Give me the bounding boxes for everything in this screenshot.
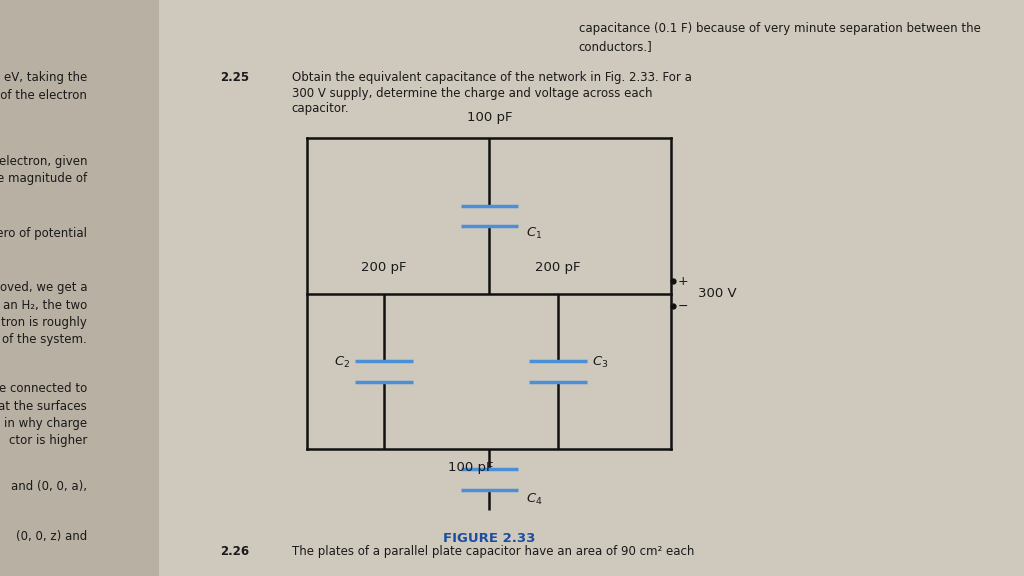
Text: +: +: [678, 275, 688, 287]
Text: 300 V supply, determine the charge and voltage across each: 300 V supply, determine the charge and v…: [292, 87, 652, 100]
Text: and (0, 0, a),: and (0, 0, a),: [11, 480, 87, 493]
Text: e magnitude of: e magnitude of: [0, 172, 87, 185]
Text: 2.25: 2.25: [220, 71, 249, 84]
Text: conductors.]: conductors.]: [579, 40, 652, 52]
Text: C$_4$: C$_4$: [526, 492, 543, 507]
Text: C$_2$: C$_2$: [334, 355, 350, 370]
Text: e connected to: e connected to: [0, 382, 87, 395]
Text: 200 pF: 200 pF: [536, 260, 581, 274]
Text: capacitor.: capacitor.: [292, 103, 349, 115]
Text: eV, taking the: eV, taking the: [4, 71, 87, 84]
Text: zero of potential: zero of potential: [0, 227, 87, 240]
Text: 100 pF: 100 pF: [467, 111, 512, 124]
Text: of the system.: of the system.: [2, 334, 87, 346]
Text: (0, 0, z) and: (0, 0, z) and: [15, 530, 87, 543]
Text: e electron, given: e electron, given: [0, 155, 87, 168]
Text: oved, we get a: oved, we get a: [0, 282, 87, 294]
Text: Obtain the equivalent capacitance of the network in Fig. 2.33. For a: Obtain the equivalent capacitance of the…: [292, 71, 692, 84]
Text: at the surfaces: at the surfaces: [0, 400, 87, 412]
Text: ctor is higher: ctor is higher: [8, 434, 87, 447]
Text: tron is roughly: tron is roughly: [1, 316, 87, 329]
Text: FIGURE 2.33: FIGURE 2.33: [443, 532, 536, 545]
Text: C$_3$: C$_3$: [592, 355, 608, 370]
Bar: [0, 0, 159, 576]
Text: capacitance (0.1 F) because of very minute separation between the: capacitance (0.1 F) because of very minu…: [579, 22, 980, 35]
Text: 200 pF: 200 pF: [361, 260, 407, 274]
Text: The plates of a parallel plate capacitor have an area of 90 cm² each: The plates of a parallel plate capacitor…: [292, 545, 694, 558]
Text: an H₂, the two: an H₂, the two: [3, 299, 87, 312]
Text: C$_1$: C$_1$: [526, 226, 543, 241]
Text: 100 pF: 100 pF: [449, 461, 494, 474]
Text: 2.26: 2.26: [220, 545, 249, 558]
Text: n of the electron: n of the electron: [0, 89, 87, 101]
Text: 300 V: 300 V: [698, 287, 737, 300]
Text: in why charge: in why charge: [4, 417, 87, 430]
Text: −: −: [678, 300, 688, 313]
